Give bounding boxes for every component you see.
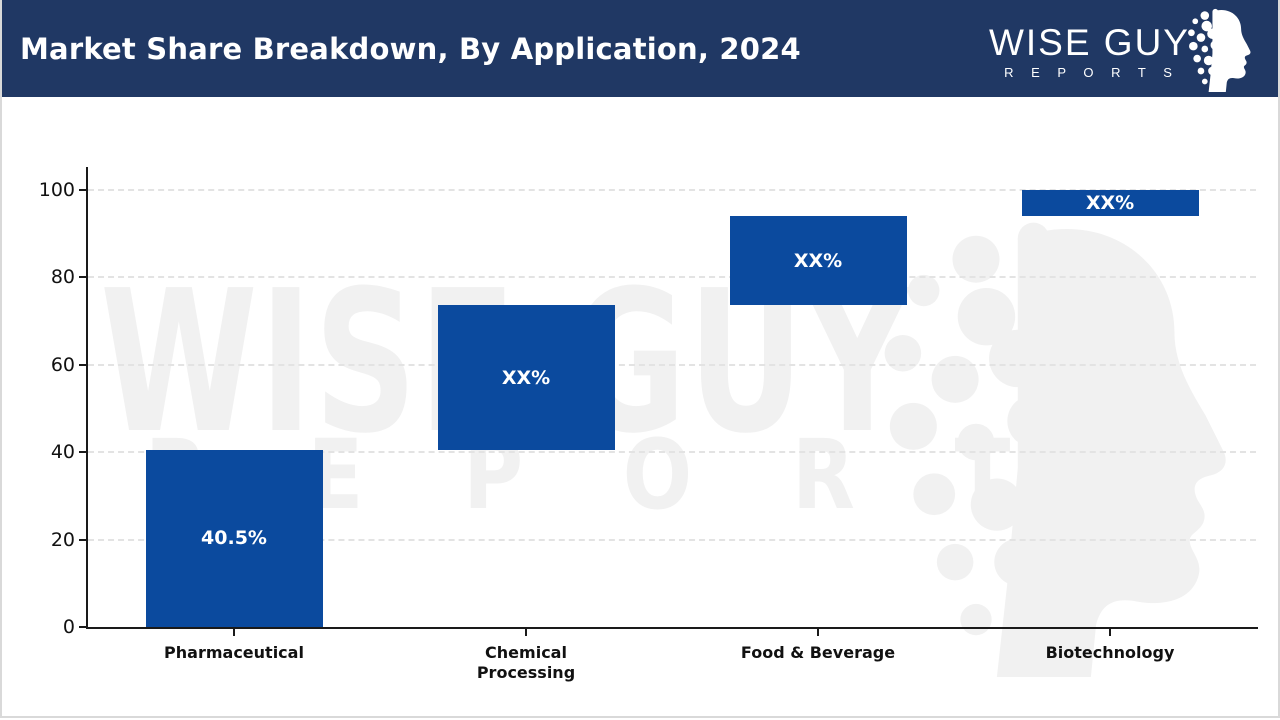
gridline-y80 <box>88 276 1256 278</box>
bar-value-label: XX% <box>793 249 843 272</box>
gridline-y60 <box>88 363 1256 366</box>
y-tick-label-60: 60 <box>50 353 75 376</box>
y-tick-label-40: 40 <box>50 441 75 463</box>
x-tick-4 <box>1109 629 1111 636</box>
y-axis-line <box>86 167 88 629</box>
y-tick-40 <box>79 451 86 453</box>
header-banner: Market Share Breakdown, By Application, … <box>0 0 1280 97</box>
logo-line2: R E P O R T S <box>1004 65 1179 80</box>
y-tick-60 <box>79 363 86 366</box>
bar-chemical-processing <box>437 305 615 450</box>
y-tick-80 <box>79 276 86 278</box>
y-tick-label-80: 80 <box>50 266 75 288</box>
bar-food-beverage <box>729 215 907 306</box>
y-tick-label-100: 100 <box>38 178 75 201</box>
dotted-head-profile-watermark <box>884 222 1226 677</box>
bar-biotechnology <box>1021 189 1199 216</box>
gridline-y40 <box>88 451 1256 453</box>
gridline-y100 <box>88 188 1256 191</box>
x-tick-3 <box>817 629 819 636</box>
x-tick-1 <box>233 629 235 636</box>
y-tick-label-0: 0 <box>62 616 75 638</box>
bar-pharmaceutical <box>145 449 323 627</box>
gridline-y20 <box>88 538 1256 541</box>
chart-area: WISE GUY R E P O R T S 0 20 40 60 80 100 40.5%… <box>0 97 1280 720</box>
x-category-label: Chemical Processing <box>476 643 576 682</box>
dotted-head-profile-icon <box>1188 8 1251 92</box>
page-title: Market Share Breakdown, By Application, … <box>20 31 801 66</box>
y-tick-0 <box>79 626 86 628</box>
logo-wordmark: WISE GUY R E P O R T S <box>988 22 1190 81</box>
logo-line1: WISE GUY <box>988 22 1190 63</box>
x-category-label: Pharmaceutical <box>164 643 304 662</box>
bar-value-label: 40.5% <box>201 527 267 550</box>
y-tick-20 <box>79 538 86 541</box>
bar-value-label: XX% <box>1085 191 1135 214</box>
y-tick-label-20: 20 <box>50 528 75 551</box>
x-tick-2 <box>525 629 527 636</box>
y-tick-100 <box>79 188 86 191</box>
bar-value-label: XX% <box>501 366 551 389</box>
wise-guy-reports-logo: WISE GUY R E P O R T S <box>989 6 1268 92</box>
x-category-label: Biotechnology <box>1045 643 1175 662</box>
x-category-label: Food & Beverage <box>740 643 896 662</box>
x-axis-line <box>86 627 1258 629</box>
